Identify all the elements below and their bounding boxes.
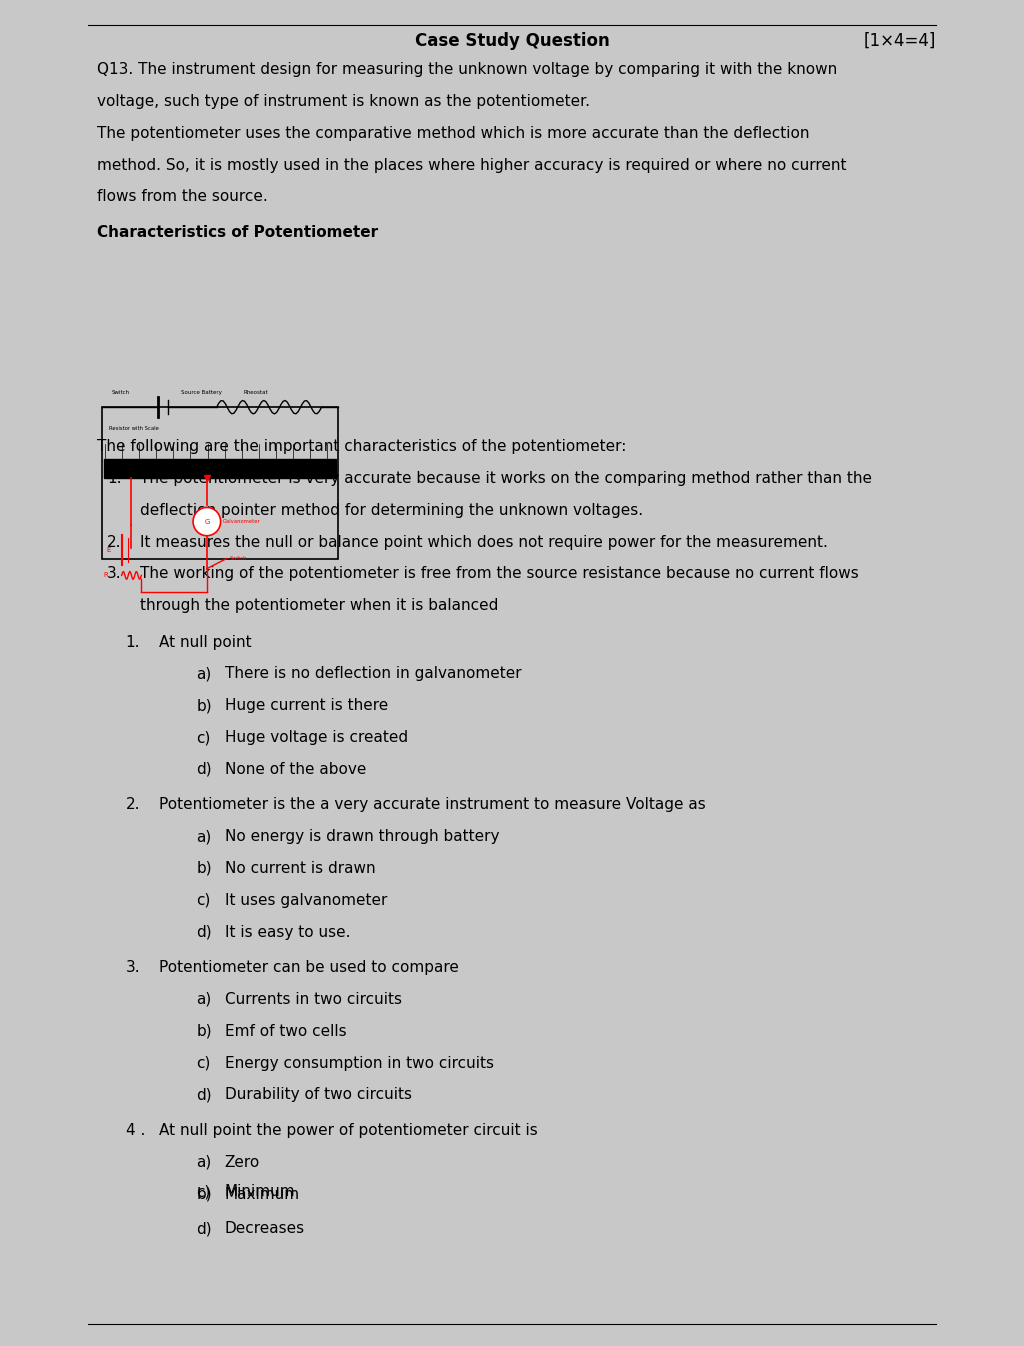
Text: d): d) <box>197 925 212 940</box>
Text: a): a) <box>197 1155 212 1170</box>
Text: Potentiometer is the a very accurate instrument to measure Voltage as: Potentiometer is the a very accurate ins… <box>159 797 706 813</box>
Text: c): c) <box>197 730 211 746</box>
Bar <box>103 459 336 478</box>
Text: Huge current is there: Huge current is there <box>224 699 388 713</box>
Text: Characteristics of Potentiometer: Characteristics of Potentiometer <box>97 225 379 240</box>
Text: c): c) <box>197 1184 211 1199</box>
Text: 1.: 1. <box>106 471 122 486</box>
Text: Emf of two cells: Emf of two cells <box>224 1024 346 1039</box>
Text: The potentiometer uses the comparative method which is more accurate than the de: The potentiometer uses the comparative m… <box>97 125 810 141</box>
Text: c): c) <box>197 1055 211 1070</box>
Text: through the potentiometer when it is balanced: through the potentiometer when it is bal… <box>140 598 499 614</box>
Text: There is no deflection in galvanometer: There is no deflection in galvanometer <box>224 666 521 681</box>
Text: It uses galvanometer: It uses galvanometer <box>224 892 387 907</box>
Text: Minimum: Minimum <box>224 1184 295 1199</box>
Text: Rheostat: Rheostat <box>244 390 268 396</box>
Text: Huge voltage is created: Huge voltage is created <box>224 730 408 746</box>
Text: At null point the power of potentiometer circuit is: At null point the power of potentiometer… <box>159 1123 538 1137</box>
Text: a): a) <box>197 992 212 1007</box>
Text: E: E <box>106 548 111 553</box>
Text: 3.: 3. <box>126 960 140 975</box>
Text: Potentiometer can be used to compare: Potentiometer can be used to compare <box>159 960 459 975</box>
Text: At null point: At null point <box>159 634 251 650</box>
Text: It is easy to use.: It is easy to use. <box>224 925 350 940</box>
Text: Resistor with Scale: Resistor with Scale <box>109 425 159 431</box>
Text: method. So, it is mostly used in the places where higher accuracy is required or: method. So, it is mostly used in the pla… <box>97 157 847 172</box>
Text: The potentiometer is very accurate because it works on the comparing method rath: The potentiometer is very accurate becau… <box>140 471 871 486</box>
Text: No energy is drawn through battery: No energy is drawn through battery <box>224 829 499 844</box>
Text: b): b) <box>197 1024 212 1039</box>
Text: R: R <box>102 572 108 579</box>
Text: voltage, such type of instrument is known as the potentiometer.: voltage, such type of instrument is know… <box>97 94 591 109</box>
Text: b): b) <box>197 1187 212 1202</box>
Text: b): b) <box>197 699 212 713</box>
Text: d): d) <box>197 762 212 777</box>
Text: Source Battery: Source Battery <box>180 390 221 396</box>
Text: The working of the potentiometer is free from the source resistance because no c: The working of the potentiometer is free… <box>140 567 859 581</box>
Text: 3.: 3. <box>106 567 122 581</box>
Text: Maximum: Maximum <box>224 1187 300 1202</box>
Text: deflection pointer method for determining the unknown voltages.: deflection pointer method for determinin… <box>140 502 643 518</box>
Text: Case Study Question: Case Study Question <box>415 32 609 50</box>
Text: Q13. The instrument design for measuring the unknown voltage by comparing it wit: Q13. The instrument design for measuring… <box>97 62 838 77</box>
Text: 1.: 1. <box>126 634 140 650</box>
Text: flows from the source.: flows from the source. <box>97 190 268 205</box>
Text: Switch: Switch <box>112 390 130 396</box>
Text: d): d) <box>197 1088 212 1102</box>
Text: Durability of two circuits: Durability of two circuits <box>224 1088 412 1102</box>
Text: Galvanometer: Galvanometer <box>223 520 261 524</box>
Text: Decreases: Decreases <box>224 1222 305 1237</box>
Text: 2.: 2. <box>106 534 122 549</box>
Text: The following are the important characteristics of the potentiometer:: The following are the important characte… <box>97 439 627 454</box>
Text: c): c) <box>197 892 211 907</box>
Text: a): a) <box>197 666 212 681</box>
Bar <box>102 406 338 559</box>
Text: Zero: Zero <box>224 1155 260 1170</box>
Text: 4 .: 4 . <box>126 1123 145 1137</box>
Text: None of the above: None of the above <box>224 762 366 777</box>
Text: Switch: Switch <box>229 556 247 561</box>
Circle shape <box>194 507 220 536</box>
Text: Energy consumption in two circuits: Energy consumption in two circuits <box>224 1055 494 1070</box>
Text: d): d) <box>197 1222 212 1237</box>
Text: 2.: 2. <box>126 797 140 813</box>
Text: It measures the null or balance point which does not require power for the measu: It measures the null or balance point wh… <box>140 534 827 549</box>
Text: No current is drawn: No current is drawn <box>224 861 375 876</box>
Text: G: G <box>204 518 210 525</box>
Text: Currents in two circuits: Currents in two circuits <box>224 992 401 1007</box>
Text: b): b) <box>197 861 212 876</box>
Text: [1×4=4]: [1×4=4] <box>863 32 936 50</box>
Text: a): a) <box>197 829 212 844</box>
